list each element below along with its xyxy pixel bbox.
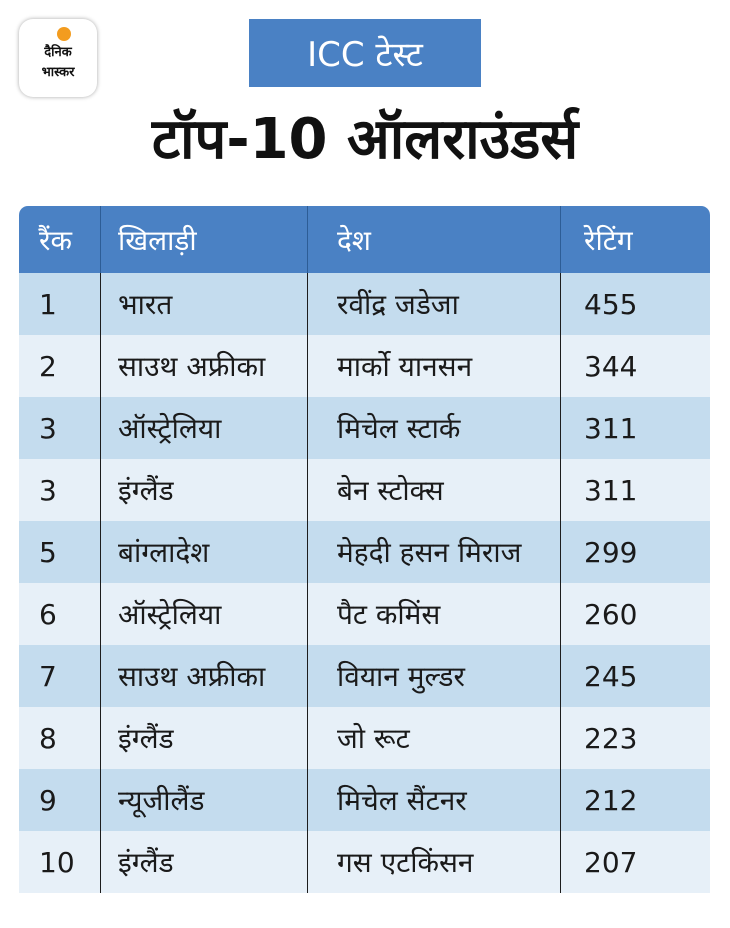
player-cell: इंग्लैंड [101,707,308,769]
table-row: 8 इंग्लैंड जो रूट 223 [19,707,710,769]
rating-cell: 223 [584,721,638,755]
player-cell: बांग्लादेश [101,521,308,583]
table-row: 3 ऑस्ट्रेलिया मिचेल स्टार्क 311 [19,397,710,459]
table-body: 1 भारत रवींद्र जडेजा 455 2 साउथ अफ्रीका मार्को… [19,273,710,893]
player-cell: न्यूजीलैंड [101,769,308,831]
rating-cell: 260 [584,597,638,631]
country-cell: गस एटकिंसन [308,831,561,893]
table-row: 9 न्यूजीलैंड मिचेल सैंटनर 212 [19,769,710,831]
table-row: 7 साउथ अफ्रीका वियान मुल्डर 245 [19,645,710,707]
table-row: 2 साउथ अफ्रीका मार्को यानसन 344 [19,335,710,397]
player-cell: साउथ अफ्रीका [101,645,308,707]
rating-cell: 311 [584,473,638,507]
player-cell: इंग्लैंड [101,831,308,893]
country-cell: बेन स्टोक्स [308,459,561,521]
header-player: खिलाड़ी [101,206,308,273]
rank-cell: 9 [19,769,101,831]
page-title: टॉप-10 ऑलराउंडर्स [151,107,579,172]
country-cell: रवींद्र जडेजा [308,273,561,335]
rating-cell: 245 [584,659,638,693]
country-cell: मेहदी हसन मिराज [308,521,561,583]
rankings-table: रैंक खिलाड़ी देश रेटिंग 1 भारत रवींद्र जडे… [19,206,710,893]
table-row: 3 इंग्लैंड बेन स्टोक्स 311 [19,459,710,521]
country-cell: मार्को यानसन [308,335,561,397]
rank-cell: 3 [19,397,101,459]
logo-text-line1: दैनिक [44,45,72,60]
logo-text-line2: भास्कर [41,65,75,80]
rating-cell: 207 [584,845,638,879]
rating-cell: 311 [584,411,638,445]
dainik-bhaskar-logo: दैनिक भास्कर [19,19,97,97]
sun-icon [57,27,71,41]
rating-cell: 344 [584,349,638,383]
rating-cell: 299 [584,535,638,569]
player-cell: भारत [101,273,308,335]
player-cell: साउथ अफ्रीका [101,335,308,397]
player-cell: ऑस्ट्रेलिया [101,583,308,645]
table-row: 6 ऑस्ट्रेलिया पैट कमिंस 260 [19,583,710,645]
country-cell: जो रूट [308,707,561,769]
header-rank: रैंक [19,206,101,273]
table-row: 10 इंग्लैंड गस एटकिंसन 207 [19,831,710,893]
country-cell: मिचेल सैंटनर [308,769,561,831]
category-tag: ICC टेस्ट [249,19,481,87]
rank-cell: 5 [19,521,101,583]
header-country: देश [308,206,561,273]
rank-cell: 3 [19,459,101,521]
table-header-row: रैंक खिलाड़ी देश रेटिंग [19,206,710,273]
table-row: 5 बांग्लादेश मेहदी हसन मिराज 299 [19,521,710,583]
rank-cell: 8 [19,707,101,769]
rank-cell: 6 [19,583,101,645]
country-cell: मिचेल स्टार्क [308,397,561,459]
player-cell: इंग्लैंड [101,459,308,521]
table-row: 1 भारत रवींद्र जडेजा 455 [19,273,710,335]
country-cell: पैट कमिंस [308,583,561,645]
rank-cell: 7 [19,645,101,707]
rank-cell: 10 [19,831,101,893]
rank-cell: 2 [19,335,101,397]
country-cell: वियान मुल्डर [308,645,561,707]
rank-cell: 1 [19,273,101,335]
rating-cell: 455 [584,287,638,321]
rating-cell: 212 [584,783,638,817]
player-cell: ऑस्ट्रेलिया [101,397,308,459]
header-rating: रेटिंग [584,223,633,257]
